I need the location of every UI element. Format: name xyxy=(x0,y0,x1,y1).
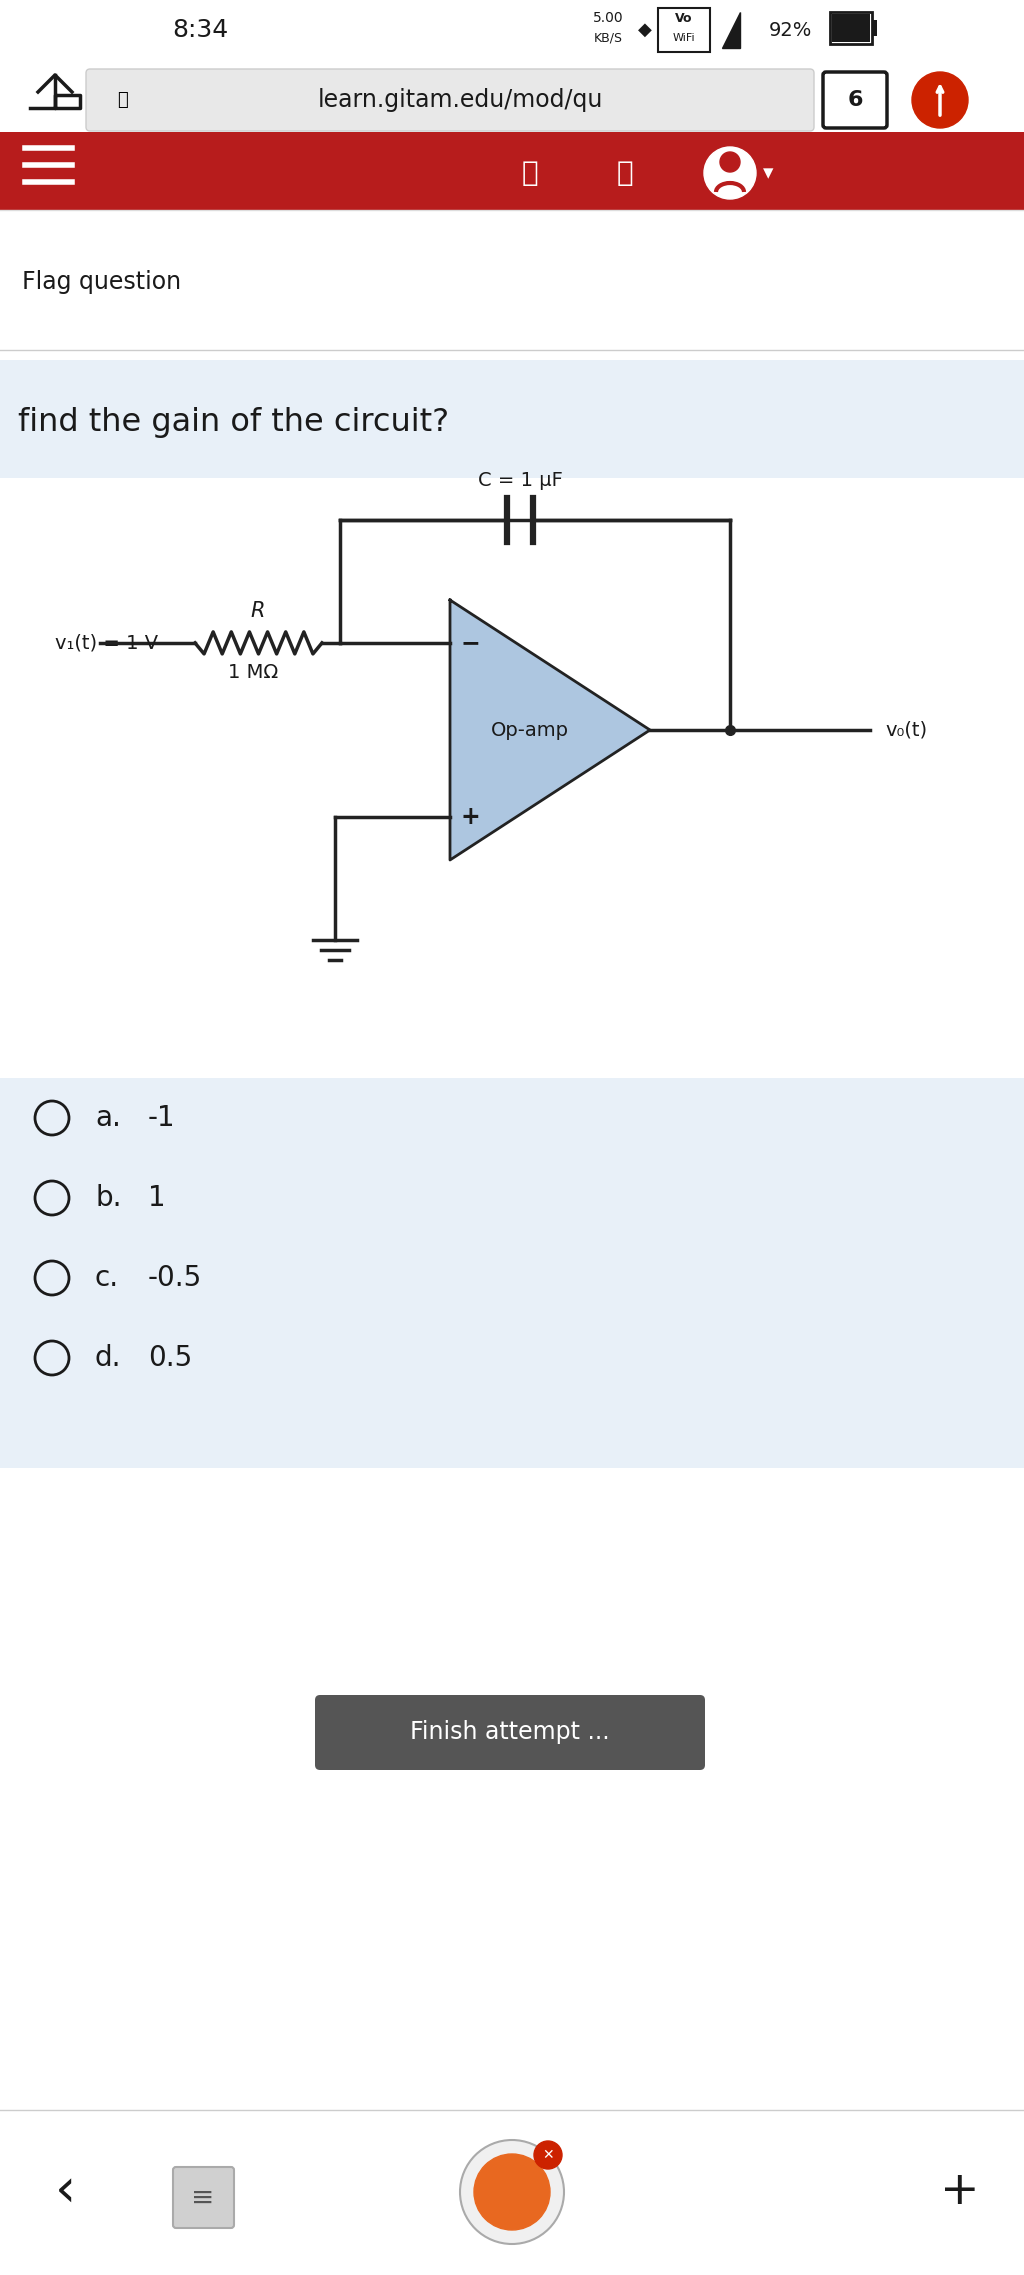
Text: WiFi: WiFi xyxy=(673,34,695,43)
Text: ✕: ✕ xyxy=(542,2148,554,2161)
Text: v₁(t) = 1 V: v₁(t) = 1 V xyxy=(55,632,158,653)
FancyBboxPatch shape xyxy=(0,1765,1024,2084)
Text: +: + xyxy=(460,805,480,828)
Text: v₀(t): v₀(t) xyxy=(885,721,927,739)
Text: 💬: 💬 xyxy=(616,159,633,187)
Text: R: R xyxy=(251,601,265,621)
Text: a.: a. xyxy=(95,1103,121,1133)
Text: b.: b. xyxy=(95,1183,122,1213)
Text: 5.00: 5.00 xyxy=(593,11,624,25)
Text: find the gain of the circuit?: find the gain of the circuit? xyxy=(18,407,450,437)
Text: KB/S: KB/S xyxy=(594,32,623,46)
FancyBboxPatch shape xyxy=(315,1695,705,1770)
FancyBboxPatch shape xyxy=(0,478,1024,1078)
Polygon shape xyxy=(722,11,740,48)
Circle shape xyxy=(534,2141,562,2168)
Text: +: + xyxy=(940,2170,980,2214)
Text: ≡: ≡ xyxy=(191,2184,215,2211)
FancyBboxPatch shape xyxy=(0,132,1024,209)
Text: 6: 6 xyxy=(847,91,863,109)
FancyBboxPatch shape xyxy=(0,1467,1024,1668)
Text: 1: 1 xyxy=(148,1183,166,1213)
Text: c.: c. xyxy=(95,1265,119,1292)
Text: ‹: ‹ xyxy=(54,2166,76,2218)
Circle shape xyxy=(705,148,756,198)
FancyBboxPatch shape xyxy=(86,68,814,132)
Text: −: − xyxy=(460,630,480,655)
Text: 1 MΩ: 1 MΩ xyxy=(228,664,279,682)
FancyBboxPatch shape xyxy=(173,2168,234,2227)
FancyBboxPatch shape xyxy=(0,59,1024,132)
FancyBboxPatch shape xyxy=(872,20,877,36)
Text: Finish attempt ...: Finish attempt ... xyxy=(411,1720,610,1745)
FancyBboxPatch shape xyxy=(0,359,1024,478)
Text: Flag question: Flag question xyxy=(22,271,181,293)
Circle shape xyxy=(460,2141,564,2243)
Text: 92%: 92% xyxy=(768,20,812,39)
FancyBboxPatch shape xyxy=(0,1078,1024,1467)
Circle shape xyxy=(720,152,740,173)
FancyBboxPatch shape xyxy=(0,209,1024,350)
Text: ▾: ▾ xyxy=(763,164,773,182)
Text: learn.gitam.edu/mod/qu: learn.gitam.edu/mod/qu xyxy=(317,89,603,111)
Text: Op-amp: Op-amp xyxy=(490,721,569,739)
FancyBboxPatch shape xyxy=(0,0,1024,59)
Text: -1: -1 xyxy=(148,1103,176,1133)
Text: Vo: Vo xyxy=(675,11,693,25)
Circle shape xyxy=(912,73,968,127)
Text: d.: d. xyxy=(95,1345,122,1372)
Text: C = 1 μF: C = 1 μF xyxy=(477,471,562,489)
Text: 8:34: 8:34 xyxy=(172,18,228,41)
Text: 🔔: 🔔 xyxy=(521,159,539,187)
Text: ◆: ◆ xyxy=(638,20,652,39)
Text: -0.5: -0.5 xyxy=(148,1265,203,1292)
Text: 0.5: 0.5 xyxy=(148,1345,193,1372)
Text: 🔒: 🔒 xyxy=(117,91,127,109)
FancyBboxPatch shape xyxy=(831,14,870,41)
Polygon shape xyxy=(450,601,650,860)
Circle shape xyxy=(474,2154,550,2230)
